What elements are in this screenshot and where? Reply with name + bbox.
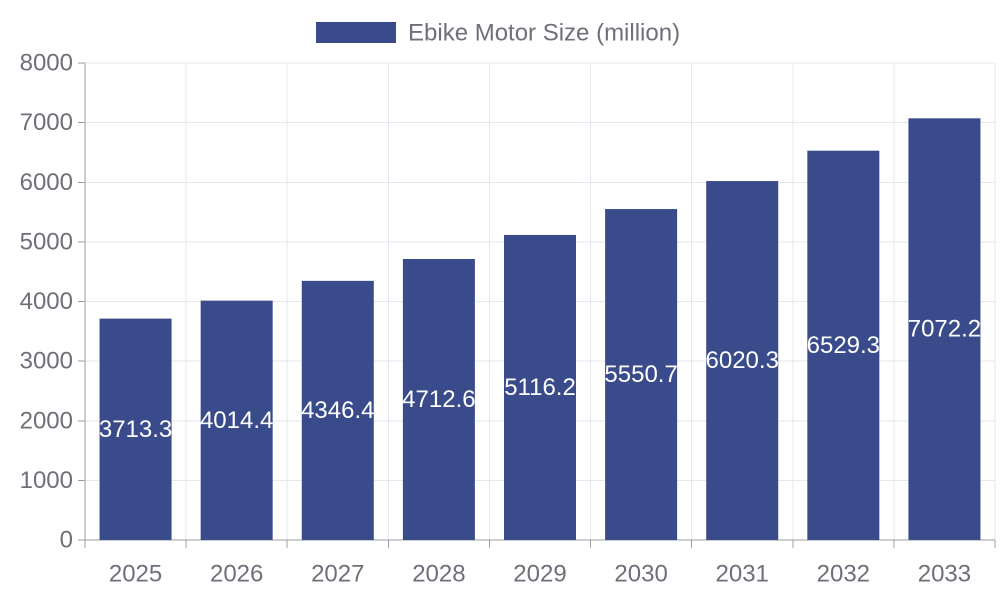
x-tick-label: 2030: [614, 561, 667, 588]
bar-value-label: 4346.4: [301, 397, 374, 424]
y-tick-label: 2000: [20, 407, 73, 434]
x-tick-label: 2028: [412, 561, 465, 588]
x-tick-label: 2032: [817, 561, 870, 588]
y-tick-label: 5000: [20, 228, 73, 255]
y-tick-label: 3000: [20, 348, 73, 375]
y-tick-label: 1000: [20, 467, 73, 494]
bar-value-label: 5550.7: [604, 361, 677, 388]
bar-2028[interactable]: [402, 259, 475, 540]
bar-value-label: 7072.2: [908, 316, 981, 343]
x-tick-label: 2027: [311, 561, 364, 588]
y-tick-label: 0: [60, 527, 73, 554]
bar-value-label: 6529.3: [807, 332, 880, 359]
bar-2029[interactable]: [504, 234, 576, 540]
y-tick-label: 7000: [20, 109, 73, 136]
bar-2025[interactable]: [99, 318, 172, 540]
x-tick-label: 2029: [513, 561, 566, 588]
x-tick-label: 2025: [109, 561, 162, 588]
y-tick-label: 4000: [20, 288, 73, 315]
bar-value-label: 5116.2: [504, 374, 576, 401]
bar-2032[interactable]: [807, 150, 880, 540]
legend-label[interactable]: Ebike Motor Size (million): [408, 20, 680, 47]
bar-value-label: 4712.6: [402, 386, 475, 413]
y-tick-label: 8000: [20, 50, 73, 77]
bar-2031[interactable]: [706, 181, 779, 540]
bar-value-label: 4014.4: [200, 407, 273, 434]
bar-value-label: 3713.3: [99, 416, 172, 443]
bar-2027[interactable]: [301, 280, 374, 540]
bar-2026[interactable]: [200, 300, 273, 540]
y-tick-label: 6000: [20, 169, 73, 196]
x-tick-label: 2033: [918, 561, 971, 588]
x-tick-label: 2031: [716, 561, 769, 588]
bar-value-label: 6020.3: [706, 347, 779, 374]
legend-swatch[interactable]: [316, 22, 396, 43]
x-tick-label: 2026: [210, 561, 263, 588]
bar-2030[interactable]: [605, 209, 678, 541]
bar-2033[interactable]: [908, 118, 981, 541]
